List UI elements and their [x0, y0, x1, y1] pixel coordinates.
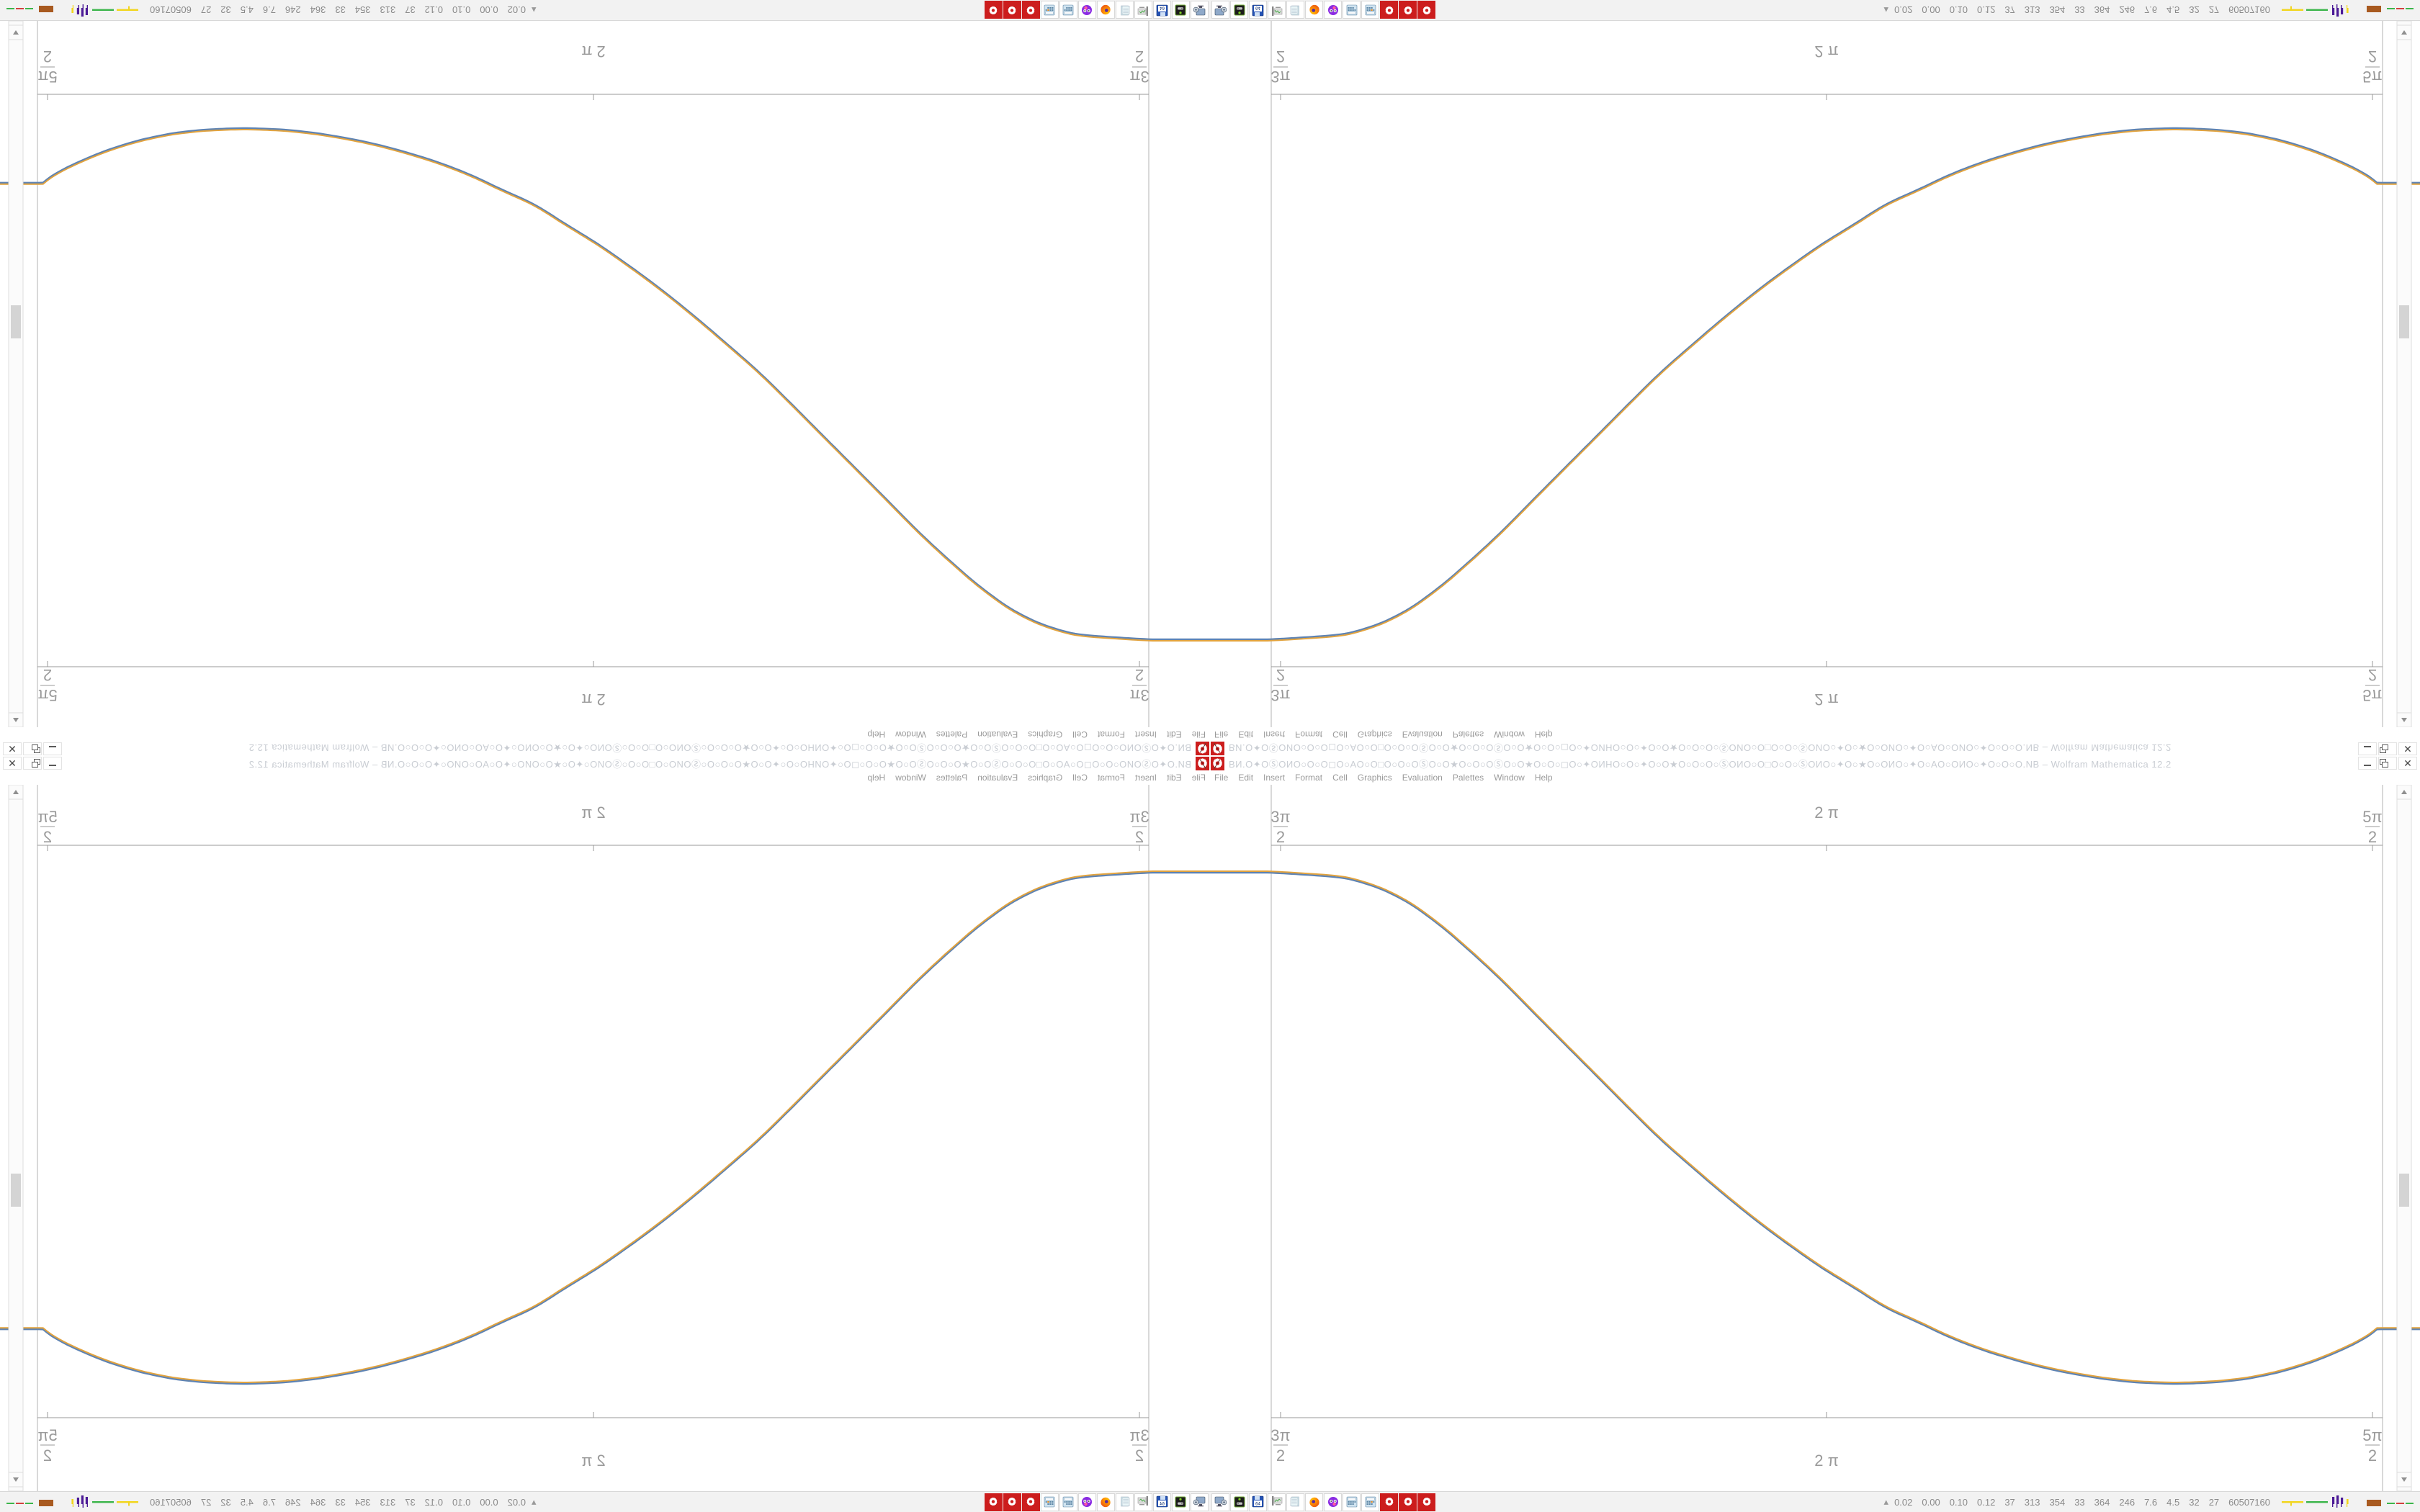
svg-text:2 π: 2 π [581, 804, 606, 822]
svg-text:2: 2 [1276, 828, 1285, 846]
svg-text:64: 64 [1255, 6, 1260, 10]
svg-text:5π: 5π [2362, 686, 2382, 704]
svg-text:5π: 5π [2362, 1426, 2382, 1444]
svg-text:2 π: 2 π [1814, 1452, 1839, 1470]
svg-text:2: 2 [43, 48, 52, 66]
svg-text:64: 64 [1160, 6, 1165, 10]
svg-text:5π: 5π [37, 808, 57, 826]
svg-text:2 π: 2 π [1814, 804, 1839, 822]
svg-text:2: 2 [1276, 1446, 1285, 1464]
svg-text:64: 64 [1255, 1503, 1260, 1507]
svg-text:5π: 5π [37, 1426, 57, 1444]
svg-text:2: 2 [2368, 1446, 2377, 1464]
svg-text:2: 2 [2368, 666, 2377, 684]
svg-text:2: 2 [43, 828, 52, 846]
svg-text:2 π: 2 π [1814, 690, 1839, 708]
svg-text:2: 2 [1135, 48, 1144, 66]
svg-text:5π: 5π [2362, 808, 2382, 826]
svg-text:5π: 5π [37, 68, 57, 86]
svg-text:64: 64 [1160, 1503, 1165, 1507]
svg-text:2 π: 2 π [581, 42, 606, 60]
svg-text:3π: 3π [1129, 1426, 1149, 1444]
svg-text:2: 2 [2368, 48, 2377, 66]
svg-text:3π: 3π [1129, 68, 1149, 86]
svg-text:5π: 5π [2362, 68, 2382, 86]
svg-text:2: 2 [1135, 666, 1144, 684]
svg-text:2: 2 [1135, 1446, 1144, 1464]
svg-text:2 π: 2 π [1814, 42, 1839, 60]
svg-text:2: 2 [1135, 828, 1144, 846]
svg-text:2: 2 [43, 1446, 52, 1464]
svg-text:2: 2 [2368, 828, 2377, 846]
svg-text:3π: 3π [1129, 686, 1149, 704]
svg-text:2: 2 [1276, 48, 1285, 66]
svg-text:3π: 3π [1270, 68, 1290, 86]
svg-text:3π: 3π [1129, 808, 1149, 826]
svg-text:2: 2 [43, 666, 52, 684]
svg-text:3π: 3π [1270, 808, 1290, 826]
svg-text:3π: 3π [1270, 1426, 1290, 1444]
svg-text:3π: 3π [1270, 686, 1290, 704]
svg-text:2 π: 2 π [581, 690, 606, 708]
svg-text:5π: 5π [37, 686, 57, 704]
svg-text:2: 2 [1276, 666, 1285, 684]
svg-text:2 π: 2 π [581, 1452, 606, 1470]
